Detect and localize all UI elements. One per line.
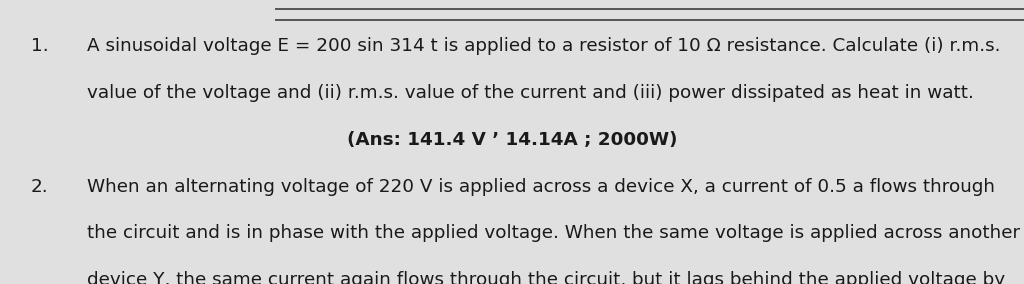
Text: 2.: 2. xyxy=(31,178,48,195)
Text: 1.: 1. xyxy=(31,37,48,55)
Text: When an alternating voltage of 220 V is applied across a device X, a current of : When an alternating voltage of 220 V is … xyxy=(87,178,995,195)
Text: A sinusoidal voltage E = 200 sin 314 t is applied to a resistor of 10 Ω resistan: A sinusoidal voltage E = 200 sin 314 t i… xyxy=(87,37,1000,55)
Text: (Ans: 141.4 V ’ 14.14A ; 2000W): (Ans: 141.4 V ’ 14.14A ; 2000W) xyxy=(347,131,677,149)
Text: device Y, the same current again flows through the circuit, but it lags behind t: device Y, the same current again flows t… xyxy=(87,271,1006,284)
Text: the circuit and is in phase with the applied voltage. When the same voltage is a: the circuit and is in phase with the app… xyxy=(87,224,1020,242)
Text: value of the voltage and (ii) r.m.s. value of the current and (iii) power dissip: value of the voltage and (ii) r.m.s. val… xyxy=(87,84,974,102)
